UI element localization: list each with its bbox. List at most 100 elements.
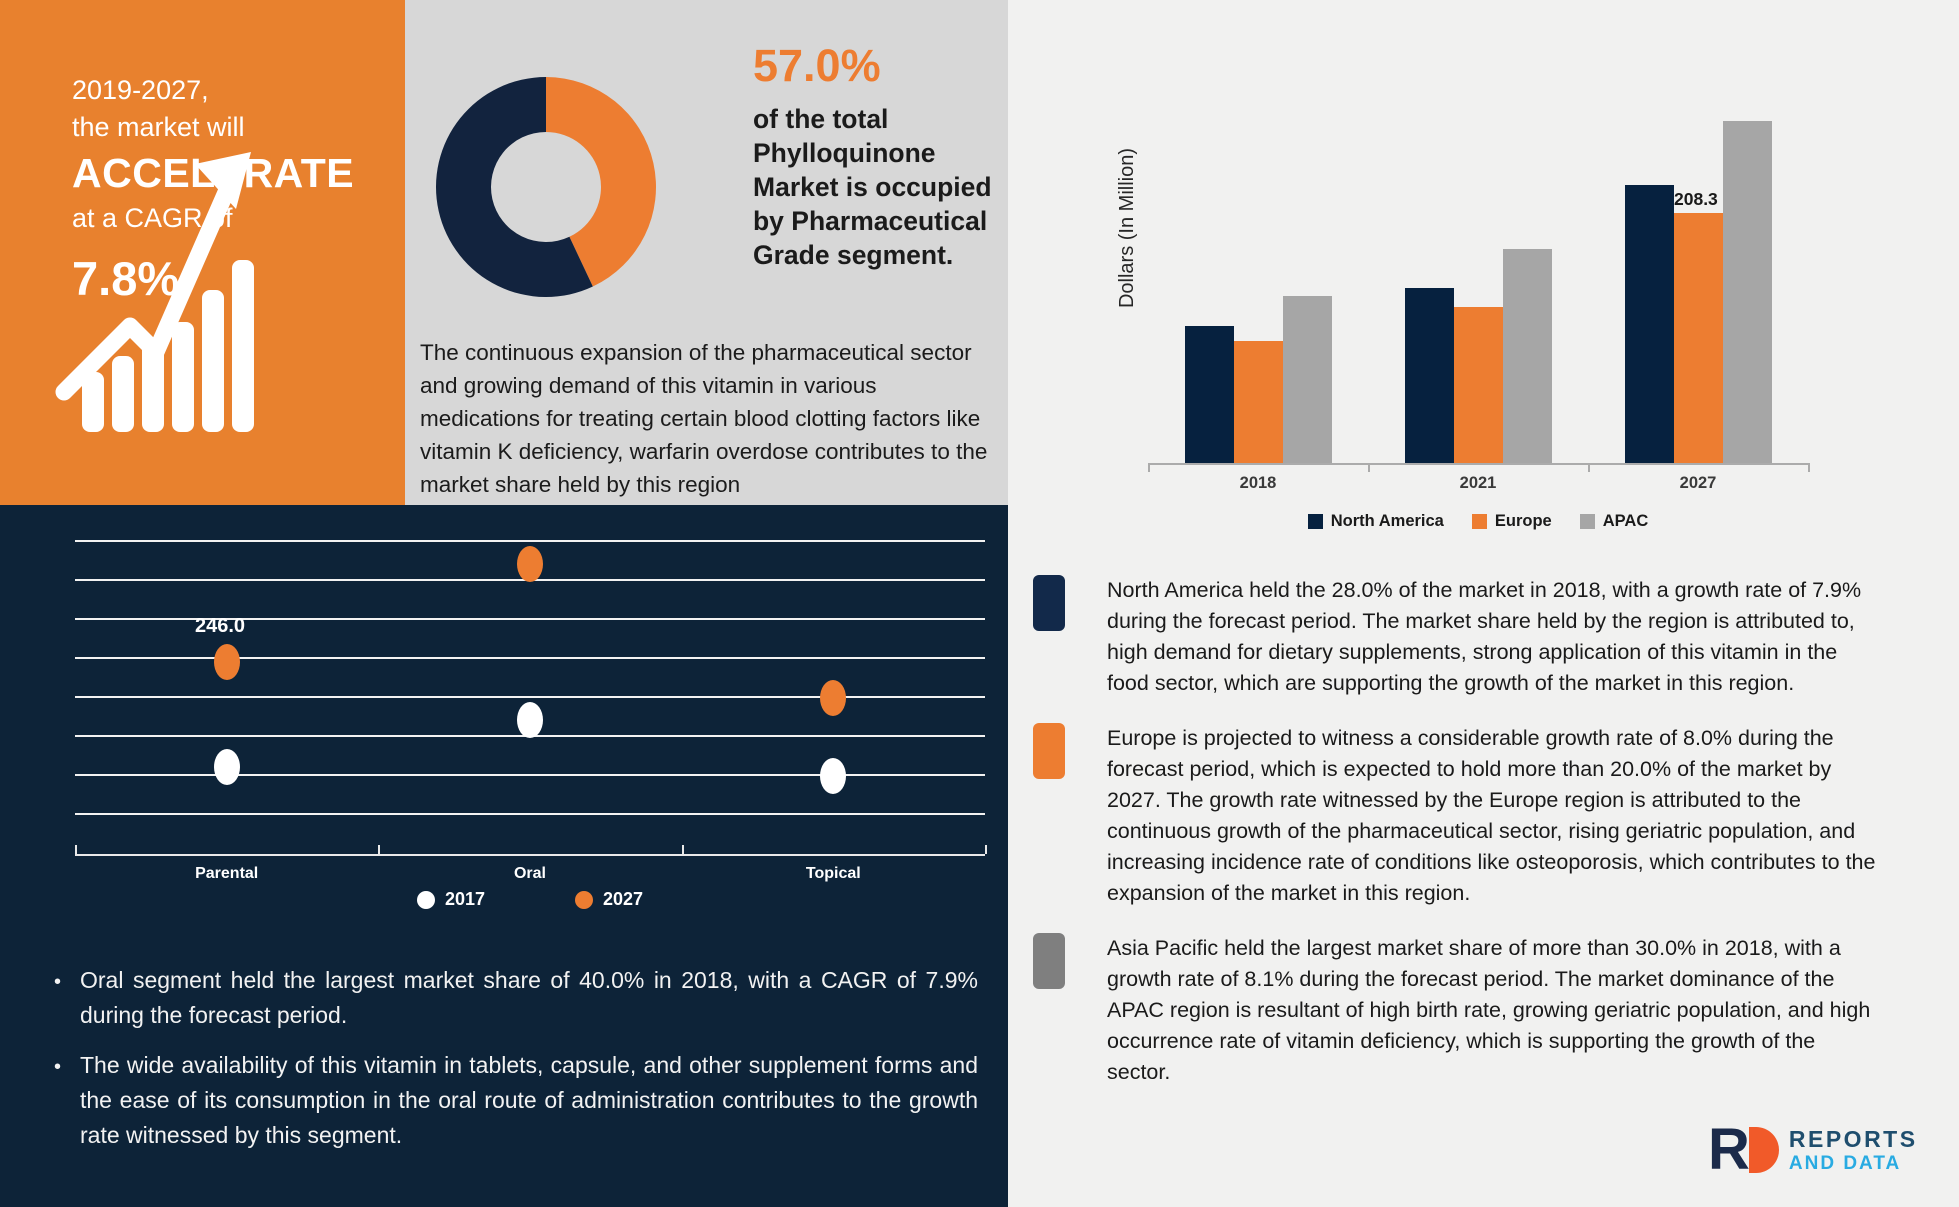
bar-apac-2018 <box>1283 296 1332 463</box>
legend-swatch-icon <box>1579 514 1595 529</box>
bar-axis-tick <box>1368 463 1370 472</box>
donut-segment-rest-of-market <box>546 77 656 287</box>
legend-label: APAC <box>1602 512 1649 530</box>
donut-paragraph: The continuous expansion of the pharmace… <box>420 340 988 497</box>
bar-europe-2027 <box>1674 213 1723 463</box>
bar-chart-legend: North America Europe APAC <box>1148 512 1808 531</box>
region-bullet-text: Asia Pacific held the largest market sha… <box>1107 936 1871 1084</box>
growth-arrow-chart-icon <box>55 152 254 432</box>
bar-north-america-2027 <box>1625 185 1674 463</box>
dot-plot-gridline <box>75 657 985 659</box>
promo-cagr-value: 7.8% <box>72 252 180 305</box>
region-bar-chart: 208.3 <box>1148 103 1810 472</box>
donut-panel: 57.0% of the total Phylloquinone Market is… <box>405 0 1008 505</box>
legend-label: Europe <box>1494 512 1552 530</box>
dot-category-label: Parental <box>195 865 259 882</box>
legend-dot-icon <box>416 890 435 909</box>
dot-2027-oral <box>517 546 543 582</box>
dot-plot-gridline <box>75 696 985 698</box>
donut-segment-pharmaceutical-grade <box>436 77 593 297</box>
promo-range: 2019-2027, <box>72 75 209 105</box>
region-bullet: Europe is projected to witness a conside… <box>1033 723 1883 909</box>
dot-plot-gridline <box>75 774 985 776</box>
logo-wordmark: REPORTS AND DATA <box>1788 1125 1918 1174</box>
bar-legend-item-apac: APAC <box>1579 512 1649 531</box>
donut-chart <box>431 72 661 307</box>
region-bullet: Asia Pacific held the largest market sha… <box>1033 933 1883 1088</box>
segment-bullet-list: • Oral segment held the largest market sh… <box>50 963 978 1168</box>
segment-panel: 246.0 Parental Oral Topical 2017 2027 • Oral… <box>0 505 1008 1207</box>
segment-bullet: • Oral segment held the largest market sh… <box>50 963 978 1033</box>
dot-2017-parental <box>214 749 240 785</box>
dot-axis-tick <box>985 845 987 854</box>
bar-europe-2018 <box>1234 341 1283 463</box>
bar-axis-tick <box>1808 463 1810 472</box>
donut-stat-caption: of the total Phylloquinone Market is occup… <box>753 102 1003 272</box>
segment-bullet: • The wide availability of this vitamin i… <box>50 1048 978 1153</box>
donut-stat-value: 57.0% <box>753 40 881 91</box>
dot-plot-gridline <box>75 618 985 620</box>
logo-r-glyph: R <box>1708 1117 1750 1182</box>
dot-plot-gridline <box>75 540 985 542</box>
dot-value-label: 246.0 <box>195 615 246 637</box>
bar-chart-y-axis-label: Dollars (In Million) <box>1116 148 1138 309</box>
legend-label: 2017 <box>444 889 485 909</box>
promo-text: 2019-2027, the market will ACCELERATE at… <box>72 72 354 306</box>
bar-legend-item-europe: Europe <box>1471 512 1552 531</box>
bar-category-label: 2027 <box>1679 474 1717 492</box>
logo-reports-text: REPORTS <box>1788 1125 1918 1152</box>
promo-panel: 2019-2027, the market will ACCELERATE at… <box>0 0 405 505</box>
dot-2017-oral <box>517 702 543 738</box>
bullet-text: Oral segment held the largest market sha… <box>80 967 978 1028</box>
bar-value-label: 208.3 <box>1674 189 1718 209</box>
region-panel: Dollars (In Million) 208.3 2018 2021 2027 … <box>1008 0 1959 1207</box>
legend-label: 2027 <box>603 889 644 909</box>
logo-anddata-text: AND DATA <box>1788 1152 1902 1174</box>
bullet-dot-icon: • <box>54 1056 62 1078</box>
dot-axis-tick <box>682 845 684 854</box>
bar-apac-2027 <box>1723 121 1772 463</box>
bullet-dot-icon: • <box>54 971 62 993</box>
bar-category-label: 2021 <box>1459 474 1497 492</box>
region-bullet-text: Europe is projected to witness a conside… <box>1107 726 1876 905</box>
bar-north-america-2018 <box>1185 326 1234 463</box>
dot-2017-topical <box>820 758 846 794</box>
dot-plot-category-axis: Parental Oral Topical <box>75 865 985 883</box>
donut-stat-line: Market is occupied <box>753 172 992 202</box>
bar-apac-2021 <box>1503 249 1552 463</box>
dot-legend-item-2027: 2027 <box>575 889 643 910</box>
bar-axis-tick <box>1588 463 1590 472</box>
region-bullet-list: North America held the 28.0% of the mark… <box>1033 575 1883 1112</box>
donut-stat-line: Phylloquinone <box>753 138 936 168</box>
donut-stat-line: Grade segment. <box>753 240 954 270</box>
bar-north-america-2021 <box>1405 288 1454 463</box>
donut-stat-line: by Pharmaceutical <box>753 206 988 236</box>
bar-category-label: 2018 <box>1239 474 1277 492</box>
donut-stat-block: 57.0% of the total Phylloquinone Market is… <box>753 40 1003 272</box>
region-swatch-icon <box>1033 933 1065 989</box>
bullet-text: The wide availability of this vitamin in… <box>80 1052 978 1148</box>
dot-plot-legend: 2017 2027 <box>75 889 985 910</box>
region-swatch-icon <box>1033 723 1065 779</box>
bar-chart-category-axis: 2018 2021 2027 <box>1148 474 1808 493</box>
logo-d-glyph <box>1748 1127 1779 1173</box>
dot-category-label: Topical <box>805 865 861 882</box>
dot-axis-tick <box>75 845 77 854</box>
dot-category-label: Oral <box>513 865 546 882</box>
reports-and-data-logo: R REPORTS AND DATA <box>1708 1117 1918 1182</box>
legend-swatch-icon <box>1307 514 1323 529</box>
dot-2027-topical <box>820 680 846 716</box>
dot-plot-gridline <box>75 813 985 815</box>
legend-label: North America <box>1330 512 1444 530</box>
region-bullet: North America held the 28.0% of the mark… <box>1033 575 1883 699</box>
dot-2027-parental <box>214 644 240 680</box>
promo-lead: the market will <box>72 112 245 142</box>
region-swatch-icon <box>1033 575 1065 631</box>
legend-swatch-icon <box>1471 514 1487 529</box>
segment-dot-plot: 246.0 <box>75 521 987 856</box>
bar-axis-tick <box>1148 463 1150 472</box>
bar-legend-item-north-america: North America <box>1307 512 1444 531</box>
region-bullet-text: North America held the 28.0% of the mark… <box>1107 578 1862 695</box>
bar-europe-2021 <box>1454 307 1503 463</box>
